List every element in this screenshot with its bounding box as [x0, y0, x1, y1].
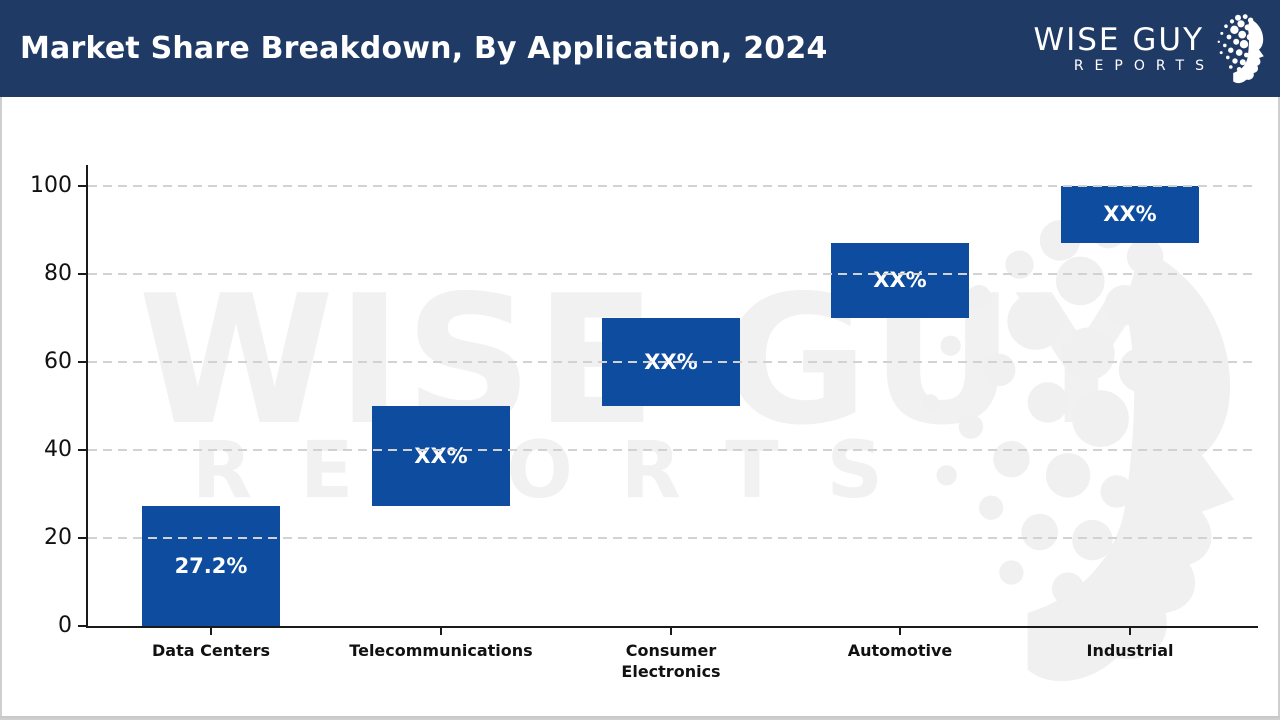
logo-face-icon — [1217, 14, 1264, 84]
gridline-20 — [88, 536, 1256, 539]
gridline-100 — [88, 184, 1256, 187]
x-label-telecommunications: Telecommunications — [349, 641, 533, 660]
bar-value-label-industrial: XX% — [1103, 202, 1157, 227]
y-tick-label-80: 80 — [44, 260, 72, 286]
x-tick-telecommunications — [440, 628, 442, 635]
gridline-40 — [88, 448, 1256, 451]
gridline-80 — [88, 272, 1256, 275]
y-tick-label-20: 20 — [44, 524, 72, 550]
y-tick-60 — [78, 360, 87, 363]
y-tick-40 — [78, 448, 87, 451]
x-axis-line — [86, 626, 1258, 628]
y-tick-label-40: 40 — [44, 436, 72, 462]
x-tick-industrial — [1129, 628, 1131, 635]
y-tick-0 — [78, 625, 87, 627]
y-tick-20 — [78, 536, 87, 539]
bar-automotive: XX% — [831, 242, 969, 318]
bar-value-label-data-centers: 27.2% — [174, 554, 248, 579]
y-tick-80 — [78, 272, 87, 275]
bar-telecommunications: XX% — [372, 405, 510, 507]
y-tick-label-0: 0 — [58, 613, 72, 638]
logo-text: WISE GUY REPORTS — [1033, 23, 1204, 75]
logo-wiseguy-text: WISE GUY — [1033, 22, 1204, 58]
x-tick-data-centers — [210, 628, 212, 635]
x-label-consumer-electronics: Consumer Electronics — [621, 641, 721, 681]
wise-guy-logo: WISE GUY REPORTS — [1033, 6, 1268, 92]
x-tick-automotive — [899, 628, 901, 635]
x-label-data-centers: Data Centers — [152, 641, 270, 660]
footer-divider-line — [0, 716, 1280, 718]
gridline-60 — [88, 360, 1256, 363]
page-title: Market Share Breakdown, By Application, … — [20, 31, 828, 66]
y-tick-label-100: 100 — [30, 172, 72, 198]
x-label-automotive: Automotive — [847, 641, 953, 660]
y-tick-100 — [78, 184, 87, 187]
y-axis-line — [86, 165, 88, 628]
bar-industrial: XX% — [1061, 185, 1199, 243]
bar-value-label-telecommunications: XX% — [414, 443, 468, 468]
x-tick-consumer-electronics — [670, 628, 672, 635]
logo-reports-text: REPORTS — [1073, 58, 1215, 74]
header-bar: Market Share Breakdown, By Application, … — [0, 0, 1280, 97]
x-label-industrial: Industrial — [1086, 641, 1174, 660]
bar-data-centers: 27.2% — [142, 506, 280, 626]
y-tick-label-60: 60 — [44, 348, 72, 374]
bar-value-label-automotive: XX% — [873, 268, 927, 293]
